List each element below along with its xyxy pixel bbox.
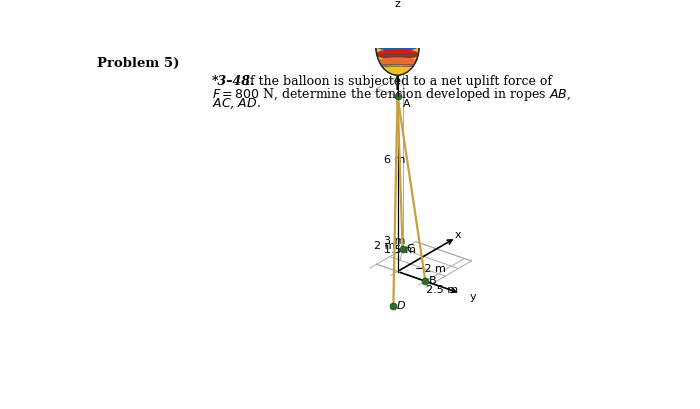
Text: $AC$, $AD$.: $AC$, $AD$. xyxy=(211,97,260,111)
Text: C: C xyxy=(407,243,414,253)
Text: $F = 800$ N, determine the tension developed in ropes $AB$,: $F = 800$ N, determine the tension devel… xyxy=(211,86,570,103)
Text: If the balloon is subjected to a net uplift force of: If the balloon is subjected to a net upl… xyxy=(237,75,552,88)
Text: *3–48.: *3–48. xyxy=(211,75,255,88)
Text: D: D xyxy=(397,300,406,310)
Text: 6 m: 6 m xyxy=(384,155,405,165)
Text: y: y xyxy=(470,291,476,301)
Text: x: x xyxy=(454,229,461,239)
Ellipse shape xyxy=(393,11,401,16)
Text: 1.5 m: 1.5 m xyxy=(384,245,416,255)
Text: −2 m: −2 m xyxy=(415,263,446,273)
Ellipse shape xyxy=(379,16,416,27)
Ellipse shape xyxy=(376,25,419,36)
Text: 2.5 m: 2.5 m xyxy=(426,285,459,295)
Text: 3 m: 3 m xyxy=(384,236,405,246)
Ellipse shape xyxy=(376,33,419,44)
Text: B: B xyxy=(429,275,437,285)
Ellipse shape xyxy=(376,41,419,52)
Text: z: z xyxy=(395,0,400,9)
Text: A: A xyxy=(403,99,410,109)
Ellipse shape xyxy=(376,18,419,76)
Text: Problem 5): Problem 5) xyxy=(97,57,179,70)
Ellipse shape xyxy=(379,67,416,77)
Ellipse shape xyxy=(376,58,419,69)
Ellipse shape xyxy=(376,50,419,61)
Text: F: F xyxy=(401,52,410,65)
Text: 2 m: 2 m xyxy=(374,240,395,250)
